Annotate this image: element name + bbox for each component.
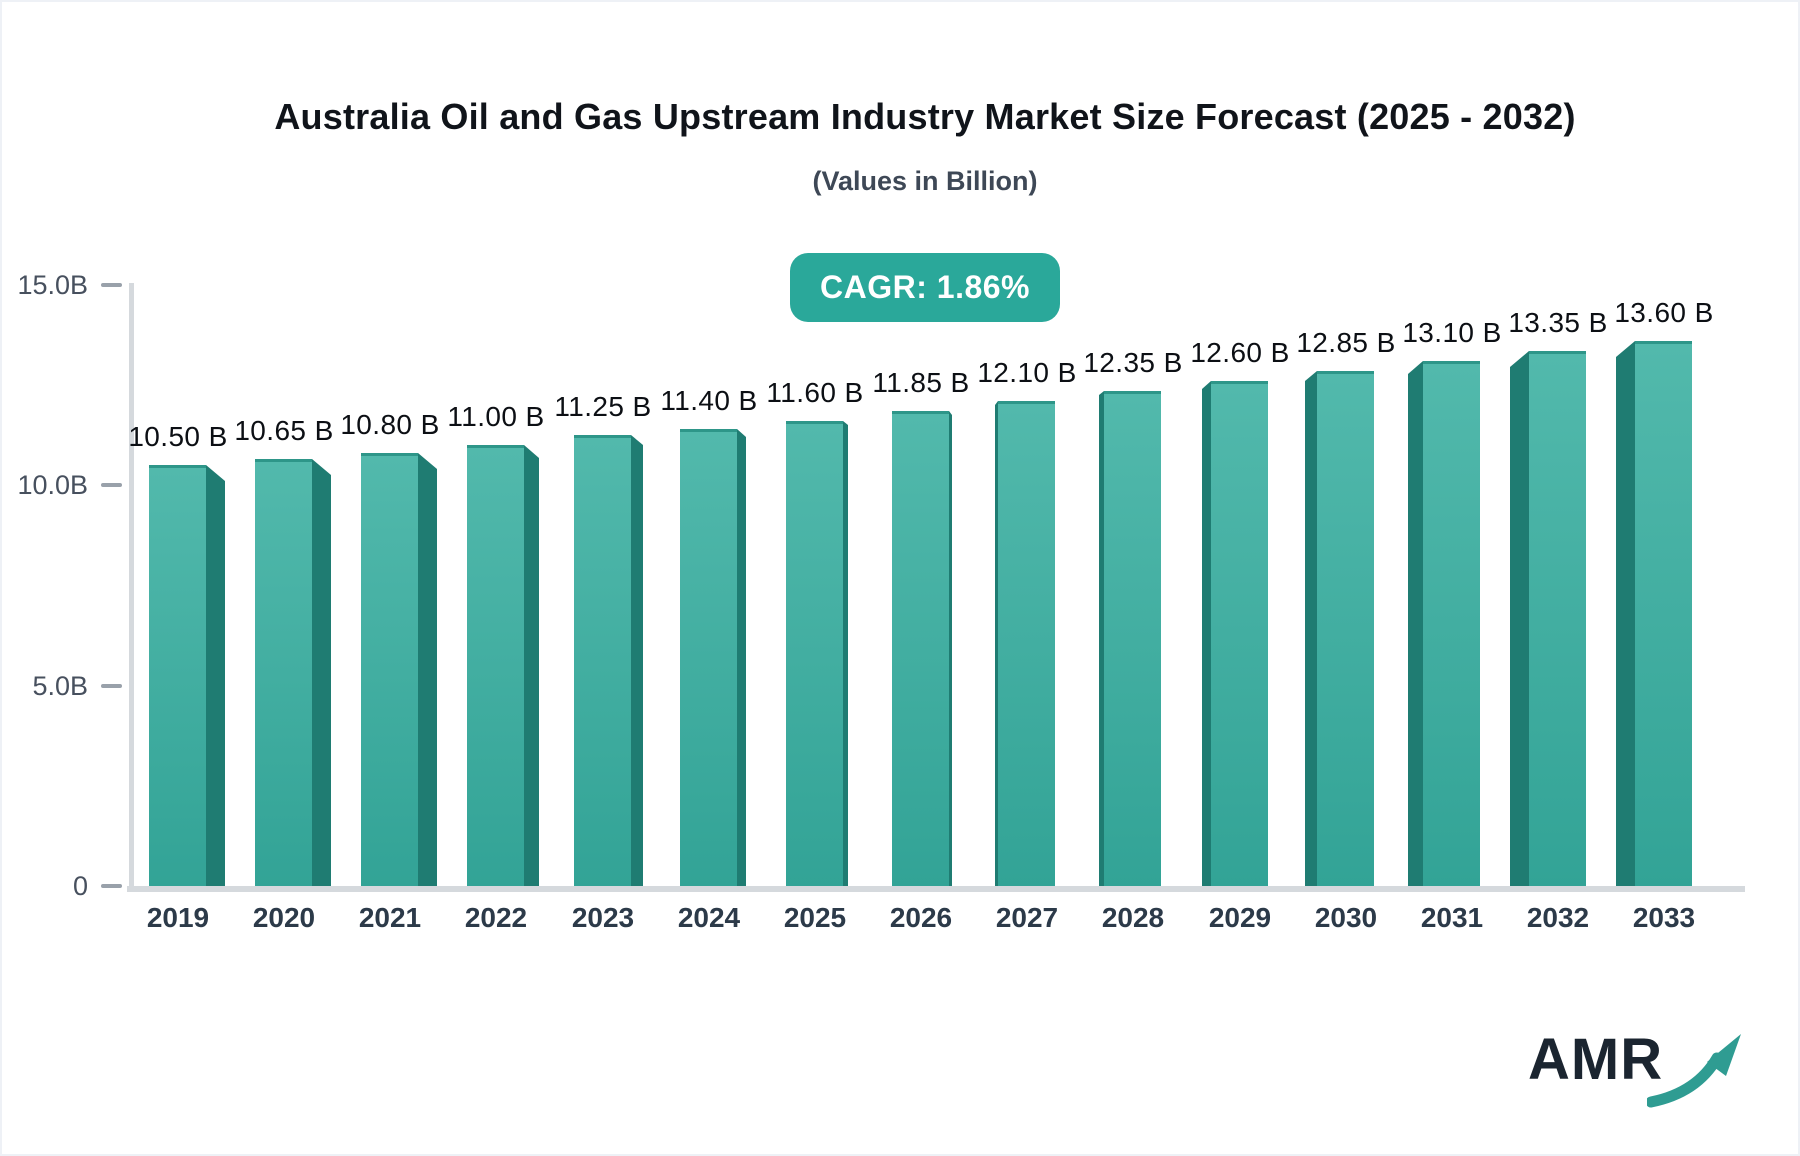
x-axis-label: 2029 — [1208, 902, 1272, 933]
growth-arrow-icon — [1647, 1034, 1742, 1108]
bar — [255, 459, 312, 889]
bar-value-label: 11.40 B — [660, 385, 758, 416]
x-axis-label: 2022 — [464, 902, 528, 933]
x-axis-label: 2021 — [358, 902, 422, 933]
cagr-badge: CAGR: 1.86% — [790, 253, 1060, 322]
y-axis-tick-mark — [101, 683, 122, 688]
y-axis-tick-label: 0 — [72, 871, 88, 901]
bar — [149, 465, 206, 889]
x-axis-label: 2026 — [889, 902, 953, 933]
x-axis-label: 2027 — [995, 902, 1059, 933]
bar-3d-side — [1202, 381, 1211, 889]
x-axis-label: 2024 — [677, 902, 741, 933]
x-axis-label: 2028 — [1101, 902, 1165, 933]
bar-3d-side — [312, 459, 331, 889]
y-axis-tick-mark — [101, 483, 122, 488]
bar — [1423, 361, 1480, 889]
y-axis-tick-mark — [101, 283, 122, 287]
x-axis-label: 2033 — [1632, 902, 1696, 933]
x-axis-line — [127, 886, 1745, 892]
bar — [1635, 341, 1692, 889]
x-axis-label: 2023 — [571, 902, 635, 933]
bar-value-label: 12.60 B — [1190, 337, 1290, 368]
y-axis-tick-label: 10.0B — [17, 470, 88, 501]
bar-value-label: 13.35 B — [1508, 307, 1608, 338]
bar-3d-side — [995, 401, 998, 889]
bar — [361, 453, 418, 889]
bar-value-label: 11.60 B — [766, 377, 864, 408]
bar-value-label: 10.65 B — [234, 415, 334, 446]
bar-value-label: 11.85 B — [872, 367, 970, 398]
amr-logo: AMR — [1528, 1028, 1747, 1108]
cagr-badge-wrap: CAGR: 1.86% — [50, 253, 1800, 322]
bar — [1529, 351, 1586, 889]
bar-value-label: 10.50 B — [128, 421, 228, 452]
bar-value-label: 12.85 B — [1296, 327, 1396, 358]
x-axis-label: 2025 — [783, 902, 847, 933]
x-axis-label: 2019 — [146, 902, 210, 933]
bar-3d-side — [1305, 371, 1317, 889]
x-axis-label: 2032 — [1526, 902, 1590, 933]
bar — [467, 445, 524, 889]
amr-logo-text: AMR — [1528, 1027, 1664, 1092]
bar — [1211, 381, 1268, 889]
x-axis-label: 2020 — [252, 902, 316, 933]
y-axis-tick-label: 15.0B — [17, 270, 88, 300]
bar-value-label: 11.00 B — [447, 401, 545, 432]
y-axis-tick-mark — [101, 884, 122, 888]
bar — [1104, 391, 1161, 889]
bar-value-label: 12.10 B — [977, 357, 1077, 388]
bar-3d-side — [206, 465, 225, 889]
bar — [1317, 371, 1374, 889]
bar-3d-side — [1510, 351, 1529, 889]
x-axis-label: 2030 — [1314, 902, 1378, 933]
bar — [998, 401, 1055, 889]
bar-3d-side — [418, 453, 437, 889]
bar-3d-side — [843, 421, 848, 889]
bar-value-label: 11.25 B — [554, 391, 652, 422]
bar-3d-side — [631, 435, 643, 889]
bar-value-label: 13.10 B — [1402, 317, 1502, 348]
bar-value-label: 10.80 B — [340, 409, 440, 440]
bar-value-label: 13.60 B — [1614, 297, 1714, 328]
y-axis-line — [129, 283, 134, 890]
bar-3d-side — [524, 445, 539, 889]
bar — [574, 435, 631, 889]
bar — [680, 429, 737, 889]
chart-title: Australia Oil and Gas Upstream Industry … — [274, 96, 1576, 137]
bar-3d-side — [1616, 341, 1635, 889]
bar-3d-side — [1408, 361, 1423, 889]
bar-value-label: 12.35 B — [1083, 347, 1183, 378]
bar — [892, 411, 949, 889]
y-axis-tick-label: 5.0B — [32, 670, 88, 701]
bar-3d-side — [1099, 391, 1104, 889]
bar — [786, 421, 843, 889]
chart-subtitle: (Values in Billion) — [812, 166, 1038, 196]
bar-3d-side — [949, 411, 952, 889]
bar-3d-side — [737, 429, 746, 889]
x-axis-label: 2031 — [1420, 902, 1484, 933]
